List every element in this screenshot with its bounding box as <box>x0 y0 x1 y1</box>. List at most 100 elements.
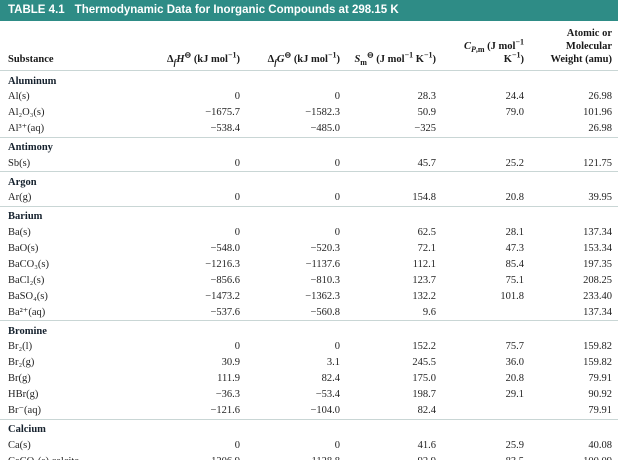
S-cell: 132.2 <box>412 290 436 302</box>
dfG-cell: −810.3 <box>310 274 340 286</box>
col-header-substance: Substance <box>8 54 54 65</box>
element-group-row: Aluminum <box>0 70 618 89</box>
dfH-cell: 0 <box>234 439 240 451</box>
substance-cell: BaSO₄(s) <box>8 290 48 302</box>
column-header-row: Substance ΔfH⊖ (kJ mol−1) ΔfG⊖ (kJ mol−1… <box>0 21 618 71</box>
table-title: Thermodynamic Data for Inorganic Compoun… <box>74 4 399 16</box>
Cp-cell: 79.0 <box>505 107 524 118</box>
dfG-cell: 0 <box>334 341 340 352</box>
substance-cell: Al³⁺(aq) <box>8 123 45 134</box>
dfG-cell: 0 <box>334 439 340 451</box>
Cp-cell: 24.4 <box>505 91 524 102</box>
dfH-cell: −36.3 <box>215 389 240 400</box>
substance-cell: Br(g) <box>8 373 31 384</box>
col-header-mw: Atomic or Molecular Weight (amu) <box>550 28 612 65</box>
Cp-cell: 25.2 <box>505 157 524 169</box>
Cp-cell: 29.1 <box>505 389 524 400</box>
col-header-S: Sm⊖ (J mol−1 K−1) <box>354 50 436 68</box>
table-row: Ar(g) 0 0 154.8 20.8 39.95 <box>0 190 618 207</box>
table-row: BaO(s) −548.0 −520.3 72.1 47.3 153.34 <box>0 240 618 256</box>
S-cell: 152.2 <box>412 341 436 352</box>
dfH-cell: 0 <box>234 91 240 102</box>
table-row: HBr(g) −36.3 −53.4 198.7 29.1 90.92 <box>0 387 618 403</box>
element-group-row: Antimony <box>0 136 618 155</box>
Cp-cell <box>442 403 530 420</box>
S-cell: 28.3 <box>417 91 436 102</box>
mw-cell: 137.34 <box>583 226 612 238</box>
dfG-cell: 82.4 <box>321 373 340 384</box>
dfH-cell: 30.9 <box>221 357 240 368</box>
dfG-cell: −485.0 <box>310 123 340 134</box>
dfH-cell: −856.6 <box>210 274 240 286</box>
element-group-row: Argon <box>0 171 618 190</box>
dfH-cell: 0 <box>234 341 240 352</box>
dfH-cell: −121.6 <box>210 405 240 416</box>
group-label: Argon <box>0 171 618 190</box>
mw-cell: 101.96 <box>583 107 612 118</box>
Cp-cell: 75.7 <box>505 341 524 352</box>
group-label: Barium <box>0 205 618 224</box>
element-group-row: Calcium <box>0 418 618 437</box>
dfG-cell: −560.8 <box>310 306 340 318</box>
S-cell: 82.4 <box>417 405 436 416</box>
S-cell: 9.6 <box>422 306 436 318</box>
dfG-cell: −1362.3 <box>305 290 340 302</box>
S-cell: 154.8 <box>412 192 436 203</box>
dfH-cell: 111.9 <box>217 373 240 384</box>
mw-cell: 26.98 <box>588 123 612 134</box>
table-row: Al(s) 0 0 28.3 24.4 26.98 <box>0 89 618 105</box>
table-number: TABLE 4.1 <box>8 4 65 16</box>
table-row: Br⁻(aq) −121.6 −104.0 82.4 79.91 <box>0 403 618 420</box>
Cp-cell: 36.0 <box>505 357 524 368</box>
dfH-cell: −548.0 <box>210 242 240 254</box>
dfG-cell: 0 <box>334 192 340 203</box>
S-cell: 92.9 <box>346 453 442 460</box>
table-row: BaCl₂(s) −856.6 −810.3 123.7 75.1 208.25 <box>0 272 618 288</box>
Cp-cell: 101.8 <box>500 290 524 302</box>
table-row: CaCO₃(s) calcite −1206.9 −1128.8 92.9 83… <box>0 453 618 460</box>
mw-cell: 90.92 <box>588 389 612 400</box>
table-row: Al₂O₃(s) −1675.7 −1582.3 50.9 79.0 101.9… <box>0 105 618 121</box>
substance-cell: Ca(s) <box>8 439 31 451</box>
S-cell: 62.5 <box>417 226 436 238</box>
substance-cell: Ba(s) <box>8 226 31 238</box>
mw-cell: 79.91 <box>588 405 612 416</box>
S-cell: 112.1 <box>412 258 436 270</box>
substance-cell: BaO(s) <box>8 242 39 254</box>
group-label: Antimony <box>0 136 618 155</box>
table-row: Al³⁺(aq) −538.4 −485.0 −325 26.98 <box>0 121 618 138</box>
col-header-dfH: ΔfH⊖ (kJ mol−1) <box>167 50 240 68</box>
substance-cell: Br⁻(aq) <box>8 405 41 416</box>
S-cell: 72.1 <box>417 242 436 254</box>
table-row: BaCO₃(s) −1216.3 −1137.6 112.1 85.4 197.… <box>0 256 618 272</box>
mw-cell: 197.35 <box>583 258 612 270</box>
Cp-cell: 47.3 <box>505 242 524 254</box>
substance-cell: Ar(g) <box>8 192 32 203</box>
dfG-cell: 0 <box>334 226 340 238</box>
dfG-cell: −1128.8 <box>246 453 346 460</box>
table-row: BaSO₄(s) −1473.2 −1362.3 132.2 101.8 233… <box>0 288 618 304</box>
substance-cell: Ba²⁺(aq) <box>8 306 46 318</box>
table-row: Ba²⁺(aq) −537.6 −560.8 9.6 137.34 <box>0 304 618 321</box>
Cp-cell: 28.1 <box>505 226 524 238</box>
table-row: Sb(s) 0 0 45.7 25.2 121.75 <box>0 155 618 172</box>
mw-cell: 79.91 <box>588 373 612 384</box>
dfH-cell: −537.6 <box>210 306 240 318</box>
dfG-cell: −520.3 <box>310 242 340 254</box>
dfG-cell: 0 <box>334 91 340 102</box>
Cp-cell <box>442 304 530 321</box>
Cp-cell: 20.8 <box>505 373 524 384</box>
group-label: Bromine <box>0 320 618 339</box>
mw-cell: 159.82 <box>583 357 612 368</box>
col-header-dfG: ΔfG⊖ (kJ mol−1) <box>267 50 340 68</box>
Cp-cell: 83.5 <box>442 453 530 460</box>
S-cell: 45.7 <box>417 157 436 169</box>
substance-cell: Br₂(g) <box>8 357 35 368</box>
S-cell: 175.0 <box>412 373 436 384</box>
S-cell: 50.9 <box>417 107 436 118</box>
table-title-bar: TABLE 4.1 Thermodynamic Data for Inorgani… <box>0 0 618 21</box>
dfH-cell: −1473.2 <box>205 290 240 302</box>
substance-cell: HBr(g) <box>8 389 39 400</box>
S-cell: 41.6 <box>417 439 436 451</box>
